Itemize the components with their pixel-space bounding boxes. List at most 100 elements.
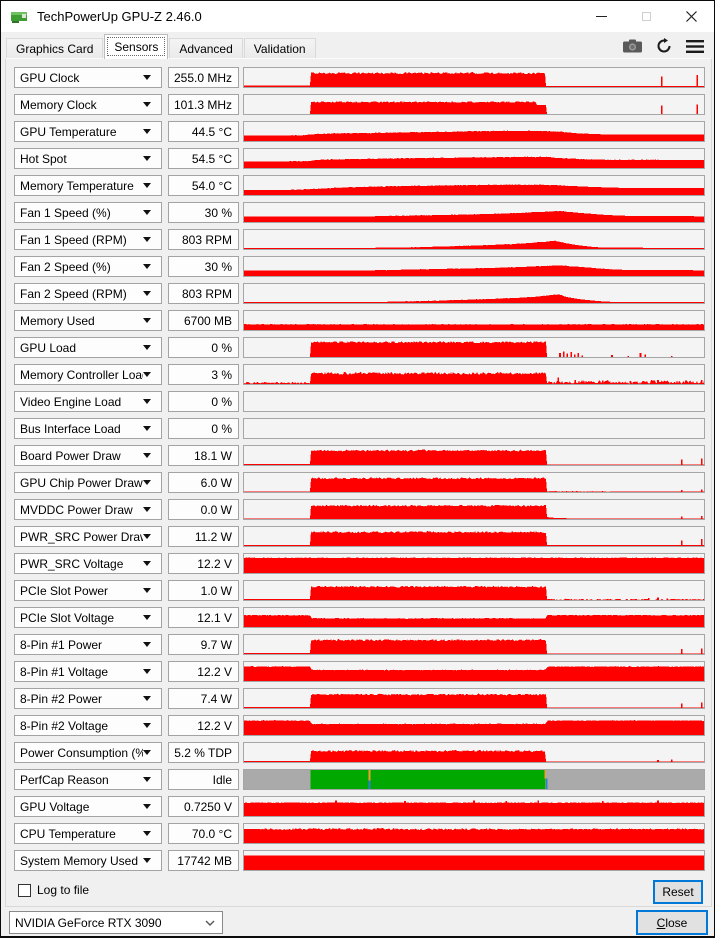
sensor-value: 17742 MB: [168, 850, 239, 871]
chevron-down-icon: [143, 507, 151, 512]
sensor-label: GPU Clock: [20, 70, 80, 85]
chevron-down-icon: [143, 237, 151, 242]
sensor-graph: [243, 769, 705, 790]
sensor-select[interactable]: PerfCap Reason: [14, 769, 162, 790]
sensor-select[interactable]: System Memory Used: [14, 850, 162, 871]
sensor-select[interactable]: Memory Clock: [14, 94, 162, 115]
sensor-value: 12.1 V: [168, 607, 239, 628]
sensors-panel: GPU Clock 255.0 MHz Memory Clock 101.3 M…: [5, 58, 712, 907]
sensor-row: Bus Interface Load 0 %: [6, 415, 711, 442]
sensor-row: GPU Temperature 44.5 °C: [6, 118, 711, 145]
device-select-value: NVIDIA GeForce RTX 3090: [15, 915, 162, 930]
sensor-value: 12.2 V: [168, 661, 239, 682]
chevron-down-icon: [143, 372, 151, 377]
sensor-graph: [243, 391, 705, 412]
sensor-select[interactable]: Fan 2 Speed (%): [14, 256, 162, 277]
reset-button[interactable]: Reset: [653, 880, 703, 904]
tab-graphics-card[interactable]: Graphics Card: [6, 38, 104, 59]
sensor-value: 803 RPM: [168, 283, 239, 304]
tab-sensors[interactable]: Sensors: [104, 34, 169, 59]
sensor-graph: [243, 823, 705, 844]
sensor-graph: [243, 850, 705, 871]
sensor-select[interactable]: PWR_SRC Voltage: [14, 553, 162, 574]
log-to-file-checkbox[interactable]: [18, 883, 31, 897]
sensor-label: PerfCap Reason: [20, 772, 109, 787]
sensor-select[interactable]: Hot Spot: [14, 148, 162, 169]
sensor-select[interactable]: GPU Clock: [14, 67, 162, 88]
sensor-graph: [243, 418, 705, 439]
hamburger-menu-icon: [686, 39, 704, 53]
sensor-select[interactable]: 8-Pin #1 Power: [14, 634, 162, 655]
sensor-row: 8-Pin #2 Voltage 12.2 V: [6, 712, 711, 739]
sensor-label: GPU Load: [20, 340, 77, 355]
sensor-value: 12.2 V: [168, 715, 239, 736]
sensor-label: GPU Chip Power Draw: [20, 475, 143, 490]
sensor-graph: [243, 202, 705, 223]
sensor-label: 8-Pin #2 Voltage: [20, 718, 109, 733]
sensor-value: 6700 MB: [168, 310, 239, 331]
chevron-down-icon: [143, 561, 151, 566]
sensor-graph: [243, 661, 705, 682]
sensor-row: GPU Load 0 %: [6, 334, 711, 361]
sensor-label: GPU Voltage: [20, 799, 90, 814]
sensor-graph: [243, 715, 705, 736]
sensor-value: 0.7250 V: [168, 796, 239, 817]
sensor-select[interactable]: MVDDC Power Draw: [14, 499, 162, 520]
chevron-down-icon: [143, 696, 151, 701]
sensor-graph: [243, 256, 705, 277]
sensor-value: 803 RPM: [168, 229, 239, 250]
sensor-select[interactable]: Fan 1 Speed (RPM): [14, 229, 162, 250]
sensor-value: 5.2 % TDP: [168, 742, 239, 763]
sensor-select[interactable]: PCIe Slot Voltage: [14, 607, 162, 628]
sensor-graph: [243, 229, 705, 250]
sensor-select[interactable]: Fan 1 Speed (%): [14, 202, 162, 223]
sensor-select[interactable]: Power Consumption (%): [14, 742, 162, 763]
sensor-select[interactable]: Bus Interface Load: [14, 418, 162, 439]
sensor-select[interactable]: GPU Temperature: [14, 121, 162, 142]
refresh-button[interactable]: [656, 38, 672, 54]
sensor-select[interactable]: 8-Pin #1 Voltage: [14, 661, 162, 682]
sensor-select[interactable]: GPU Voltage: [14, 796, 162, 817]
tab-advanced[interactable]: Advanced: [169, 38, 243, 59]
sensor-graph: [243, 499, 705, 520]
sensor-select[interactable]: CPU Temperature: [14, 823, 162, 844]
menu-button[interactable]: [686, 39, 704, 53]
sensor-select[interactable]: 8-Pin #2 Power: [14, 688, 162, 709]
minimize-button[interactable]: [579, 1, 624, 32]
sensor-select[interactable]: PWR_SRC Power Draw: [14, 526, 162, 547]
chevron-down-icon: [143, 318, 151, 323]
sensor-value: 12.2 V: [168, 553, 239, 574]
sensor-label: 8-Pin #1 Power: [20, 637, 103, 652]
sensor-select[interactable]: GPU Load: [14, 337, 162, 358]
sensor-select[interactable]: GPU Chip Power Draw: [14, 472, 162, 493]
tab-bar: Graphics Card Sensors Advanced Validatio…: [1, 32, 714, 59]
chevron-down-icon: [143, 642, 151, 647]
sensor-select[interactable]: Board Power Draw: [14, 445, 162, 466]
maximize-button[interactable]: [624, 1, 669, 32]
close-button[interactable]: Close: [636, 910, 708, 935]
sensor-select[interactable]: Memory Controller Load: [14, 364, 162, 385]
sensor-select[interactable]: 8-Pin #2 Voltage: [14, 715, 162, 736]
tab-validation[interactable]: Validation: [243, 38, 316, 59]
minimize-icon: [596, 16, 607, 17]
sensor-graph: [243, 67, 705, 88]
sensor-select[interactable]: Memory Temperature: [14, 175, 162, 196]
device-select[interactable]: NVIDIA GeForce RTX 3090: [9, 911, 223, 934]
sensor-label: PWR_SRC Voltage: [20, 556, 124, 571]
close-window-button[interactable]: [669, 1, 714, 32]
log-to-file-row: Log to file: [18, 883, 89, 897]
sensor-value: Idle: [168, 769, 239, 790]
sensor-select[interactable]: Video Engine Load: [14, 391, 162, 412]
sensor-select[interactable]: PCIe Slot Power: [14, 580, 162, 601]
camera-icon: [623, 39, 642, 53]
sensor-select[interactable]: Fan 2 Speed (RPM): [14, 283, 162, 304]
chevron-down-icon: [205, 920, 215, 926]
sensor-value: 9.7 W: [168, 634, 239, 655]
sensor-value: 70.0 °C: [168, 823, 239, 844]
sensor-value: 255.0 MHz: [168, 67, 239, 88]
sensor-select[interactable]: Memory Used: [14, 310, 162, 331]
sensor-graph: [243, 796, 705, 817]
screenshot-button[interactable]: [623, 39, 642, 53]
chevron-down-icon: [143, 426, 151, 431]
sensor-value: 101.3 MHz: [168, 94, 239, 115]
